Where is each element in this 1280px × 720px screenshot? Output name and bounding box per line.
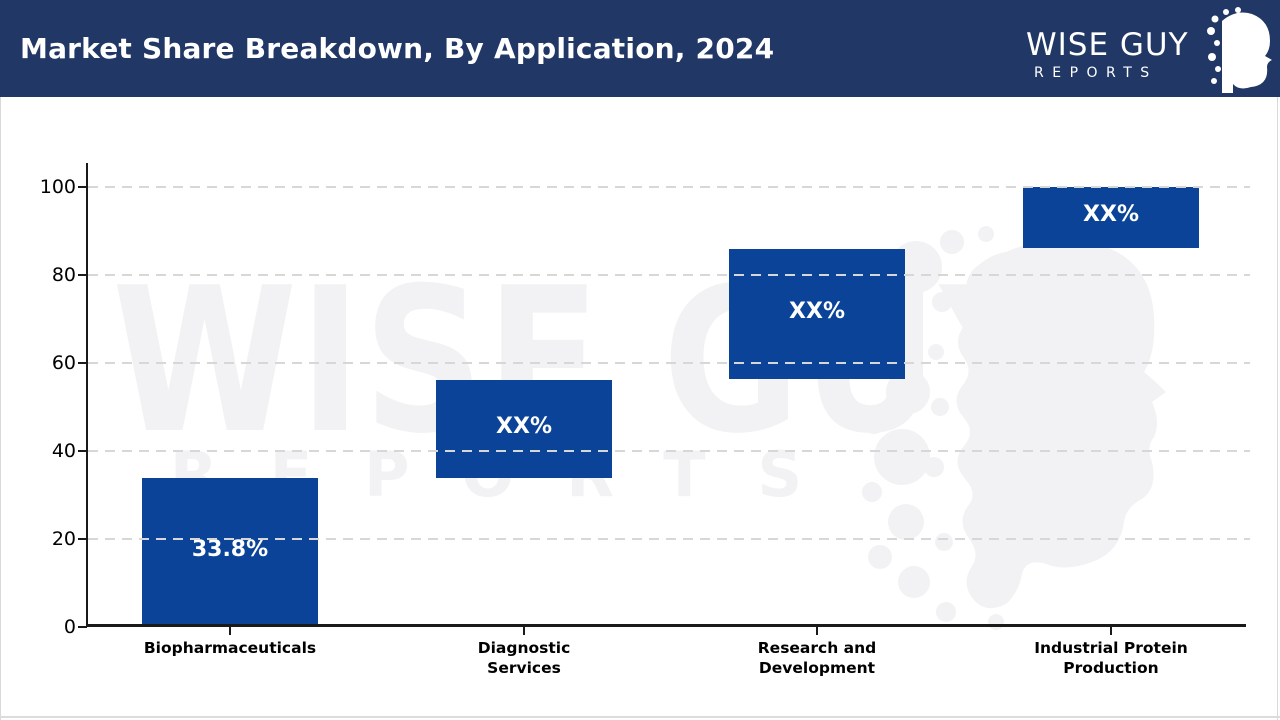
brand-reports-text: REPORTS [1034, 65, 1158, 81]
x-tick-research-and-development [816, 627, 818, 635]
bar-research-and-development: XX% [729, 248, 905, 380]
frame-left-border [0, 97, 1, 720]
grid-line-40 [88, 449, 1250, 452]
x-tick-diagnostic-services [523, 627, 525, 635]
grid-line-20 [88, 537, 1250, 540]
bar-value-label-biopharmaceuticals: 33.8% [191, 537, 269, 563]
brand-logo: WISE GUY REPORTS [1026, 7, 1272, 93]
bar-value-label-diagnostic-services: XX% [496, 413, 552, 439]
bar-industrial-protein-production: XX% [1023, 186, 1199, 248]
bar-biopharmaceuticals: 33.8% [142, 477, 318, 627]
y-tick-label-0: 0 [63, 615, 76, 638]
y-tick-60 [78, 361, 87, 364]
x-tick-industrial-protein-production [1110, 627, 1112, 635]
y-tick-40 [78, 449, 87, 452]
y-tick-100 [78, 185, 87, 188]
grid-line-100 [88, 185, 1250, 188]
grid-line-80 [88, 273, 1250, 276]
x-category-label-biopharmaceuticals: Biopharmaceuticals [143, 639, 317, 657]
page-title: Market Share Breakdown, By Application, … [20, 32, 775, 65]
bar-value-label-research-and-development: XX% [789, 299, 845, 325]
x-category-label-diagnostic-services: Diagnostic Services [477, 639, 571, 677]
y-tick-label-40: 40 [51, 439, 76, 462]
x-axis [86, 624, 1246, 627]
y-tick-label-80: 80 [51, 263, 76, 286]
frame-bottom-border [0, 716, 1280, 718]
header: Market Share Breakdown, By Application, … [0, 0, 1280, 97]
grid-line-60 [88, 361, 1250, 364]
frame-right-border [1277, 97, 1278, 720]
bar-diagnostic-services: XX% [436, 379, 612, 478]
y-tick-0 [78, 625, 87, 628]
y-axis [86, 163, 88, 627]
y-tick-label-100: 100 [39, 175, 76, 198]
y-tick-label-20: 20 [51, 527, 76, 550]
x-tick-biopharmaceuticals [229, 627, 231, 635]
x-category-label-industrial-protein-production: Industrial Protein Production [1034, 639, 1188, 677]
watermark-face-icon [862, 226, 1166, 630]
y-tick-80 [78, 273, 87, 276]
y-tick-20 [78, 537, 87, 540]
face-profile-icon [1207, 7, 1272, 93]
x-category-label-research-and-development: Research and Development [757, 639, 877, 677]
y-tick-label-60: 60 [51, 351, 76, 374]
bar-value-label-industrial-protein-production: XX% [1083, 202, 1139, 228]
brand-wordmark: WISE GUY [1026, 27, 1189, 63]
